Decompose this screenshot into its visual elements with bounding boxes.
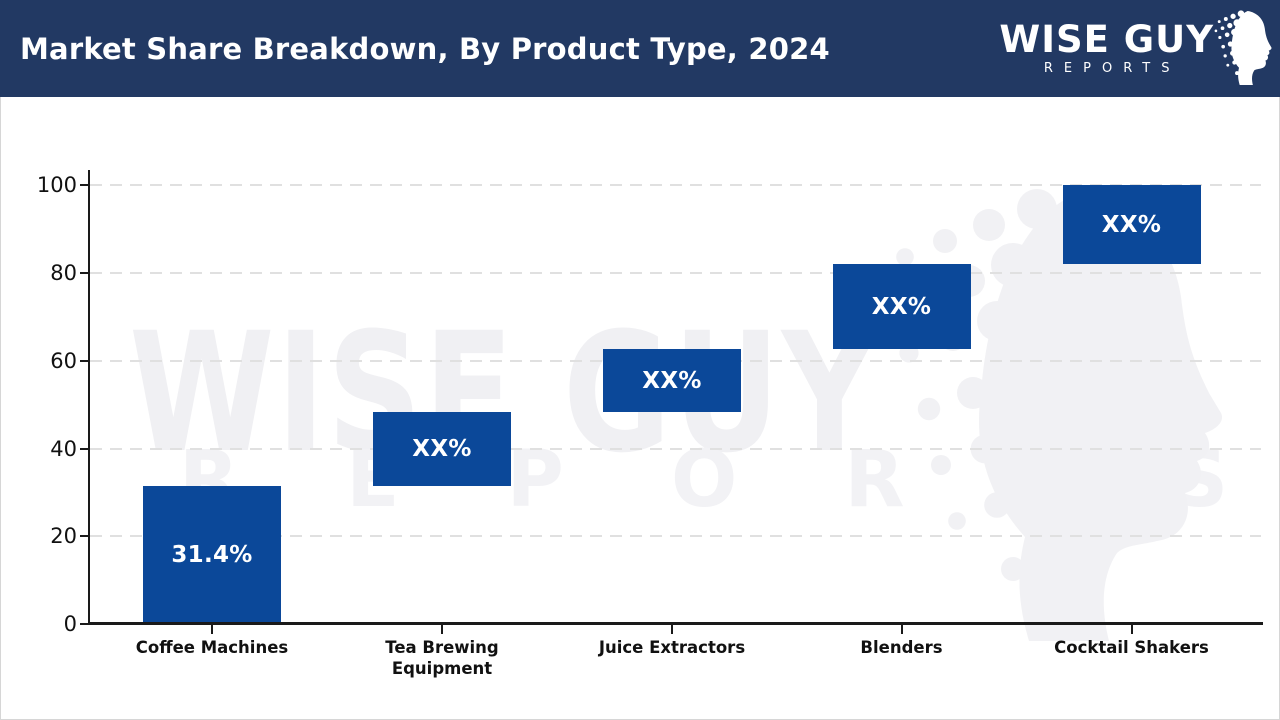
bar-value-label: XX% bbox=[412, 435, 472, 462]
logo-wordmark-line1: WISE GUY bbox=[999, 18, 1214, 61]
bar-value-label: XX% bbox=[871, 293, 932, 320]
bar-segment: XX% bbox=[373, 411, 511, 487]
bar-segment: XX% bbox=[832, 264, 971, 350]
bar-value-label: XX% bbox=[1101, 211, 1162, 238]
page-title: Market Share Breakdown, By Product Type,… bbox=[20, 31, 830, 66]
bar-segment: 31.4% bbox=[143, 486, 281, 624]
y-tick-mark bbox=[80, 447, 88, 450]
bar-value-label: XX% bbox=[642, 367, 702, 394]
x-category-label: Cocktail Shakers bbox=[1054, 638, 1209, 657]
header: Market Share Breakdown, By Product Type,… bbox=[0, 0, 1280, 97]
logo-wordmark-line2: REPORTS bbox=[1043, 61, 1181, 76]
bar-value-label: 31.4% bbox=[171, 542, 253, 569]
y-tick-mark bbox=[80, 184, 88, 187]
x-tick-mark bbox=[1130, 625, 1133, 634]
brand-logo: WISE GUY REPORTS bbox=[999, 6, 1274, 90]
y-tick-label: 40 bbox=[50, 436, 77, 461]
y-axis-spine bbox=[88, 170, 90, 624]
x-axis-spine bbox=[88, 622, 1263, 625]
y-tick-label: 20 bbox=[50, 524, 77, 549]
logo-face-icon bbox=[1214, 10, 1272, 85]
y-tick-label: 0 bbox=[63, 612, 77, 636]
chart-area: WISE GUY R E P O R T S 0 20 40 60 80 100 31.4%… bbox=[1, 97, 1279, 719]
x-tick-mark bbox=[900, 625, 903, 634]
x-category-label: Coffee Machines bbox=[135, 638, 289, 657]
gridline bbox=[90, 535, 1261, 538]
logo-wordmark: WISE GUY REPORTS bbox=[999, 21, 1214, 75]
y-tick-mark bbox=[80, 359, 88, 362]
y-tick-label: 80 bbox=[50, 261, 77, 286]
x-category-label: Blenders bbox=[860, 638, 943, 657]
x-tick-mark bbox=[671, 625, 673, 634]
gridline bbox=[90, 447, 1261, 450]
y-tick-label: 100 bbox=[36, 173, 77, 198]
x-tick-mark bbox=[441, 625, 443, 634]
bar-segment: XX% bbox=[1062, 185, 1201, 265]
gridline bbox=[90, 184, 1261, 187]
gridline bbox=[90, 272, 1261, 275]
y-tick-mark bbox=[80, 272, 88, 275]
x-category-label: Juice Extractors bbox=[598, 638, 746, 657]
bar-segment: XX% bbox=[603, 349, 741, 412]
y-tick-mark bbox=[80, 623, 88, 625]
y-tick-mark bbox=[80, 535, 88, 538]
x-tick-mark bbox=[211, 625, 213, 634]
y-tick-label: 60 bbox=[50, 348, 77, 373]
x-category-label: Tea Brewing Equipment bbox=[385, 638, 499, 678]
